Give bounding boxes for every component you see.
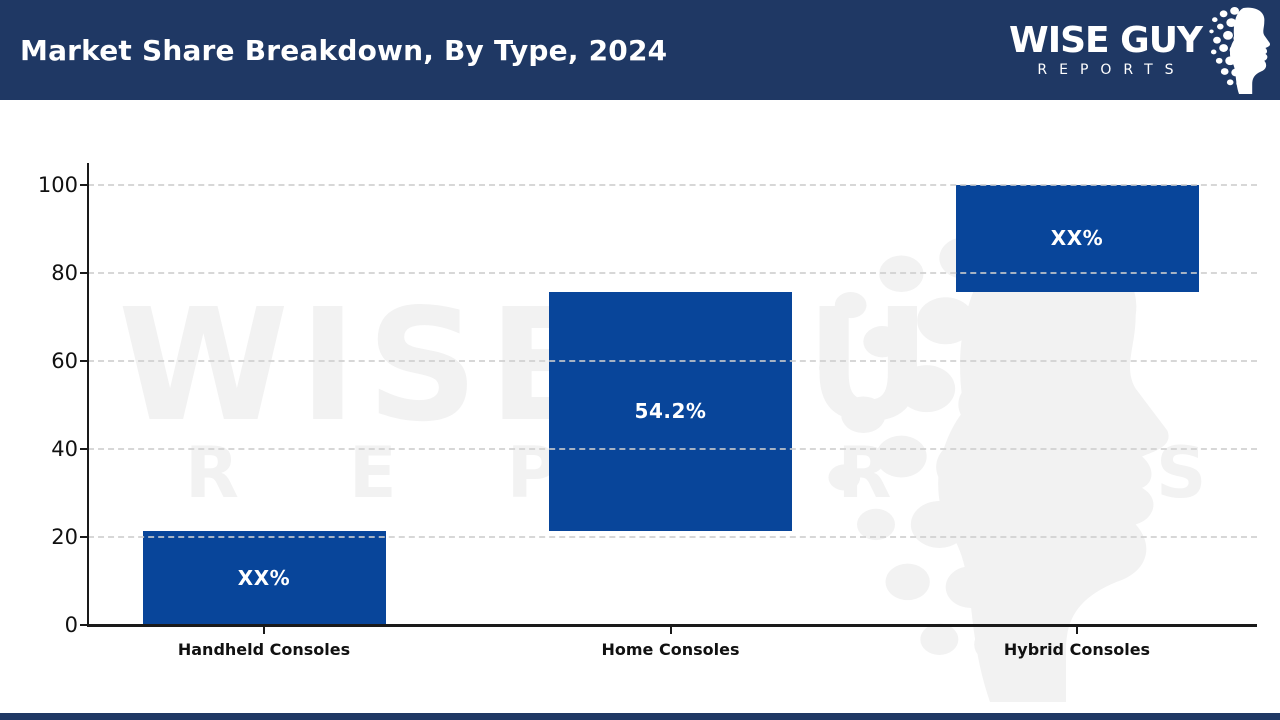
x-category-label: Hybrid Consoles bbox=[1003, 640, 1151, 659]
bar-3 bbox=[955, 185, 1199, 293]
x-axis-line bbox=[87, 624, 1257, 627]
y-tick-label: 100 bbox=[37, 173, 78, 197]
page-title: Market Share Breakdown, By Type, 2024 bbox=[20, 33, 668, 67]
y-axis-tick bbox=[80, 536, 88, 538]
y-tick-label: 60 bbox=[51, 349, 78, 373]
bar-1 bbox=[142, 530, 386, 625]
gridline-20 bbox=[88, 536, 1257, 538]
gridline-40 bbox=[88, 448, 1257, 450]
y-axis-tick bbox=[80, 360, 88, 362]
brand-subtitle: REPORTS bbox=[1037, 62, 1186, 78]
brand-logo: WISE GUY REPORTS bbox=[1009, 0, 1272, 100]
x-axis-tick bbox=[669, 626, 672, 634]
x-axis-tick bbox=[1076, 626, 1078, 634]
x-axis-tick bbox=[263, 626, 265, 634]
gridline-80 bbox=[88, 272, 1257, 274]
y-tick-label: 20 bbox=[51, 525, 78, 549]
brand-logo-text: WISE GUY REPORTS bbox=[1008, 20, 1203, 78]
brand-face-icon bbox=[1209, 6, 1271, 94]
y-tick-label: 80 bbox=[51, 261, 78, 285]
y-axis-tick bbox=[80, 624, 88, 626]
x-category-label: Handheld Consoles bbox=[177, 640, 351, 659]
y-axis-tick bbox=[80, 448, 88, 450]
bar-value-label: 54.2% bbox=[634, 399, 707, 424]
header-bar: Market Share Breakdown, By Type, 2024 WI… bbox=[0, 0, 1280, 100]
gridline-100 bbox=[88, 184, 1257, 186]
y-axis-tick bbox=[80, 272, 88, 274]
bar-value-label: XX% bbox=[237, 565, 291, 590]
brand-name: WISE GUY bbox=[1008, 20, 1203, 61]
y-tick-label: 0 bbox=[64, 613, 78, 637]
watermark-face-icon bbox=[819, 237, 1169, 702]
x-category-label: Home Consoles bbox=[601, 640, 740, 659]
gridline-60 bbox=[88, 360, 1257, 362]
y-axis-tick bbox=[80, 184, 88, 186]
bar-2 bbox=[549, 292, 792, 531]
footer-bar bbox=[0, 713, 1280, 720]
y-axis-line bbox=[87, 163, 89, 626]
y-tick-label: 40 bbox=[51, 437, 78, 461]
bar-value-label: XX% bbox=[1050, 226, 1104, 250]
